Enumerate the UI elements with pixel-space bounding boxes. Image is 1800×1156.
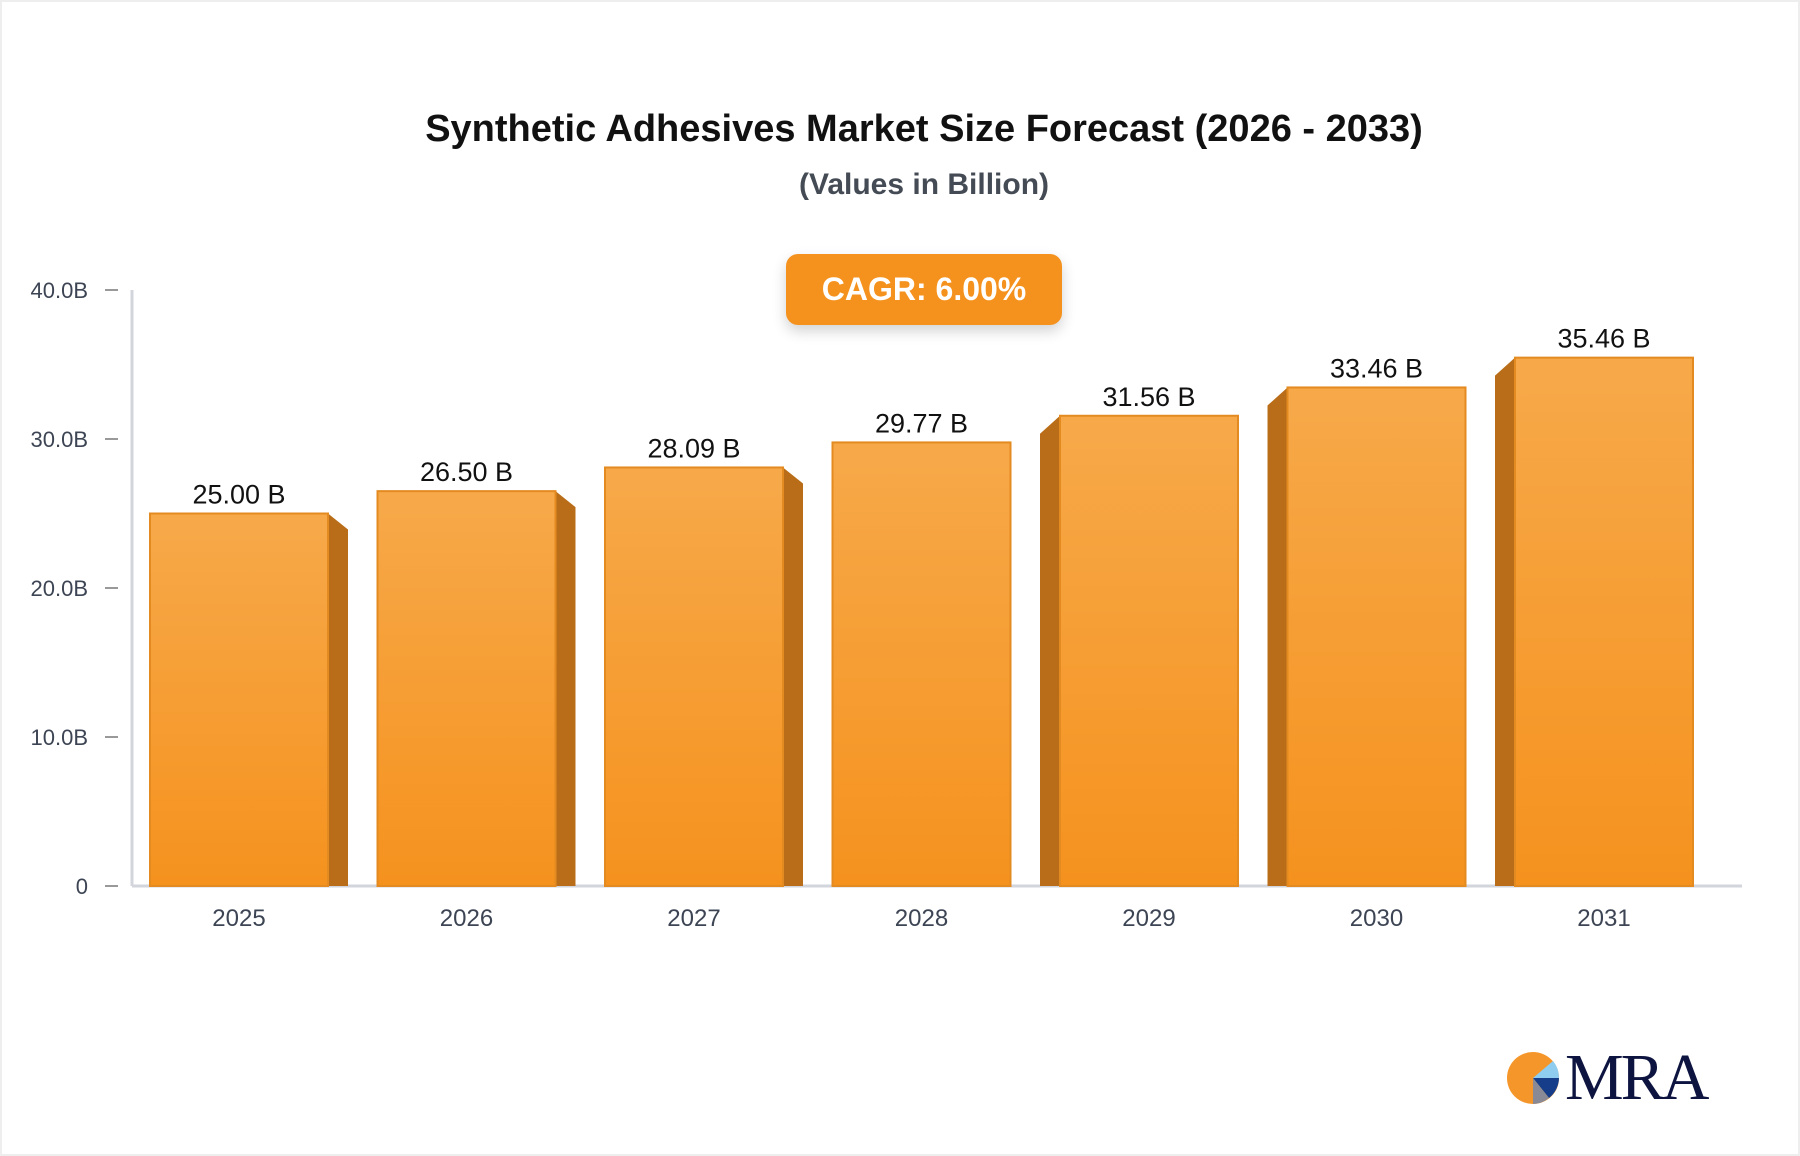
y-tick-label: 0 <box>76 874 88 899</box>
x-tick-label: 2025 <box>212 905 265 932</box>
cagr-badge: CAGR: 6.00% <box>786 254 1062 325</box>
bar-2026 <box>376 490 557 887</box>
bar-side <box>783 467 803 886</box>
bar-2029 <box>1059 414 1239 887</box>
bar-side <box>1040 415 1060 886</box>
bar-side <box>1267 387 1288 886</box>
bar-side <box>555 491 576 886</box>
chart-subtitle: (Values in Billion) <box>798 168 1050 201</box>
x-tick-label: 2029 <box>1122 905 1175 932</box>
bar-2031 <box>1514 356 1694 887</box>
data-label: 35.46 B <box>1557 324 1650 354</box>
x-tick-label: 2030 <box>1350 905 1403 932</box>
pie-logo-icon <box>1507 1052 1560 1104</box>
mra-logo: MRA <box>1505 1040 1709 1116</box>
x-tick-label: 2027 <box>667 905 720 932</box>
bar-2030 <box>1286 386 1467 887</box>
bar-2027 <box>604 466 784 887</box>
bar-side <box>328 513 348 886</box>
logo-text: MRA <box>1565 1041 1709 1114</box>
x-tick-label: 2031 <box>1577 905 1630 932</box>
bar-side <box>1495 357 1515 886</box>
data-label: 28.09 B <box>647 433 740 463</box>
bar-2028 <box>831 441 1012 887</box>
y-tick-label: 20.0B <box>31 576 89 601</box>
chart-title: Synthetic Adhesives Market Size Forecast… <box>425 108 1423 150</box>
data-label: 29.77 B <box>875 408 968 438</box>
x-tick-label: 2026 <box>440 905 493 932</box>
x-tick-label: 2028 <box>895 905 948 932</box>
bar-2025 <box>149 512 329 887</box>
data-label: 33.46 B <box>1330 353 1423 383</box>
y-tick-label: 30.0B <box>31 427 89 452</box>
data-label: 26.50 B <box>420 457 513 487</box>
y-tick-label: 10.0B <box>31 725 89 750</box>
y-tick-label: 40.0B <box>31 278 89 303</box>
data-label: 25.00 B <box>192 480 285 510</box>
data-label: 31.56 B <box>1102 382 1195 412</box>
